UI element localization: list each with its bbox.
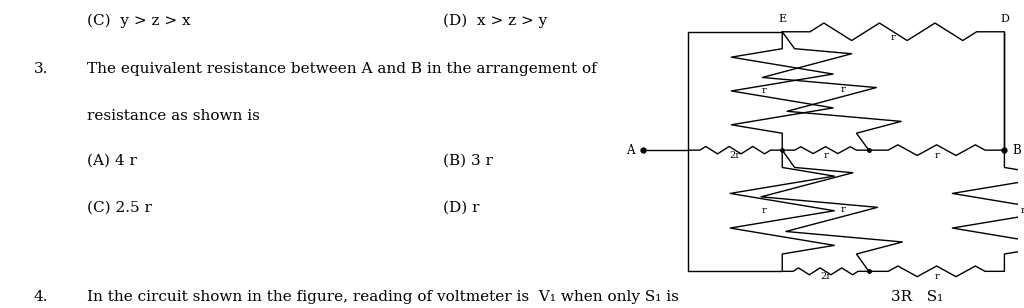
Text: (C) 2.5 r: (C) 2.5 r: [86, 200, 152, 214]
Text: r: r: [934, 151, 939, 160]
Text: r: r: [891, 33, 896, 42]
Text: r: r: [934, 272, 939, 282]
Text: (A) 4 r: (A) 4 r: [86, 154, 136, 168]
Text: r: r: [762, 206, 766, 215]
Text: 3.: 3.: [34, 62, 48, 75]
Text: r: r: [841, 205, 846, 214]
Text: r: r: [1020, 206, 1024, 215]
Text: 2r: 2r: [730, 151, 740, 160]
Text: B: B: [1013, 144, 1021, 157]
Text: (D) r: (D) r: [442, 200, 479, 214]
Text: 3R   S₁: 3R S₁: [891, 290, 943, 303]
Text: E: E: [778, 14, 786, 24]
Text: 2r: 2r: [820, 272, 831, 282]
Text: resistance as shown is: resistance as shown is: [86, 109, 259, 123]
Text: (B) 3 r: (B) 3 r: [442, 154, 493, 168]
Text: r: r: [762, 87, 766, 95]
Text: 4.: 4.: [34, 290, 48, 303]
Text: A: A: [627, 144, 635, 157]
Text: D: D: [1000, 14, 1009, 24]
Text: (D)  x > z > y: (D) x > z > y: [442, 14, 547, 28]
Text: The equivalent resistance between A and B in the arrangement of: The equivalent resistance between A and …: [86, 62, 596, 75]
Text: r: r: [841, 85, 846, 94]
Text: In the circuit shown in the figure, reading of voltmeter is  V₁ when only S₁ is: In the circuit shown in the figure, read…: [86, 290, 678, 303]
Text: (C)  y > z > x: (C) y > z > x: [86, 14, 190, 28]
Text: r: r: [823, 151, 828, 160]
